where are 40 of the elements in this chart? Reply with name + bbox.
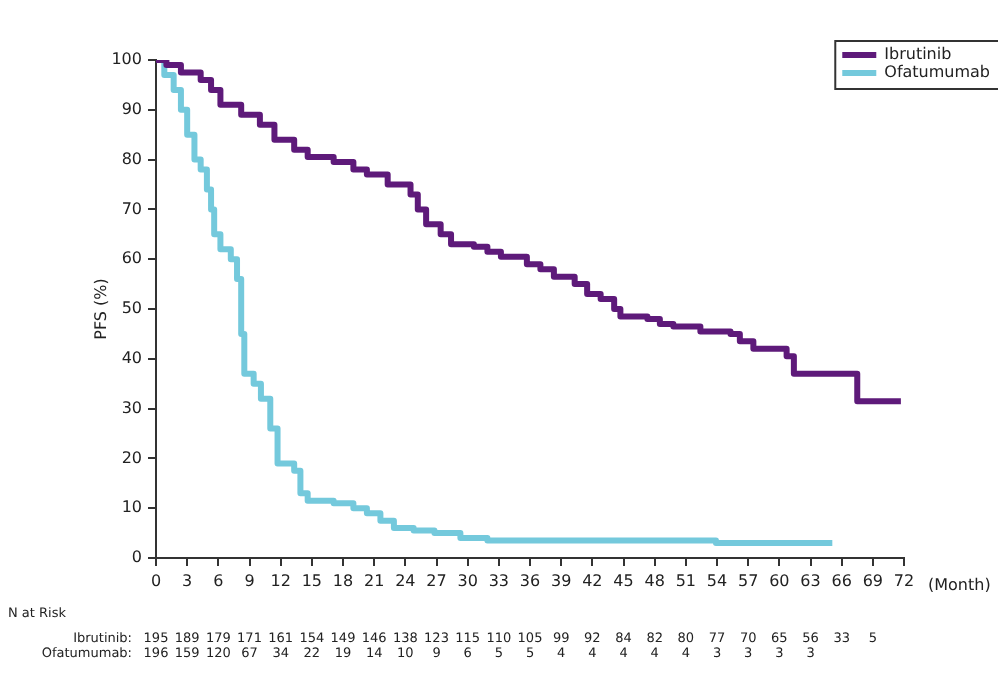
y-axis-title: PFS (%) bbox=[92, 278, 111, 340]
x-tick-label: 54 bbox=[706, 571, 728, 590]
x-tick-label: 24 bbox=[395, 571, 416, 590]
y-tick-label: 30 bbox=[121, 398, 142, 417]
x-tick-label: 66 bbox=[831, 571, 852, 590]
x-tick-label: 42 bbox=[582, 571, 603, 590]
x-tick-label: 9 bbox=[244, 571, 255, 590]
x-tick-label: 33 bbox=[488, 571, 510, 590]
legend-label: Ofatumumab bbox=[884, 63, 990, 82]
x-tick-label: 15 bbox=[301, 571, 323, 590]
y-tick-label: 70 bbox=[121, 199, 142, 218]
y-tick-label: 50 bbox=[121, 299, 142, 318]
x-tick-label: 21 bbox=[363, 571, 385, 590]
x-tick-label: 0 bbox=[150, 571, 162, 590]
x-tick-label: 57 bbox=[737, 571, 759, 590]
y-tick-label: 100 bbox=[111, 50, 142, 69]
x-tick-label: 39 bbox=[550, 571, 572, 590]
legend-label: Ibrutinib bbox=[884, 45, 952, 64]
x-tick-label: 45 bbox=[613, 571, 634, 590]
x-tick-label: 6 bbox=[213, 571, 224, 590]
x-tick-label: 60 bbox=[769, 571, 790, 590]
x-tick-label: 72 bbox=[893, 571, 915, 590]
x-tick-label: 48 bbox=[644, 571, 665, 590]
x-tick-label: 51 bbox=[675, 571, 697, 590]
y-tick-label: 60 bbox=[121, 249, 142, 268]
x-tick-label: 3 bbox=[182, 571, 193, 590]
x-axis-title: (Month) bbox=[928, 576, 991, 595]
y-tick-label: 90 bbox=[121, 99, 142, 118]
x-tick-label: 30 bbox=[457, 571, 478, 590]
y-tick-label: 0 bbox=[131, 548, 142, 567]
y-tick-label: 40 bbox=[121, 348, 142, 367]
y-tick-label: 10 bbox=[121, 498, 142, 517]
x-tick-label: 18 bbox=[332, 571, 354, 590]
x-tick-label: 63 bbox=[800, 571, 821, 590]
y-tick-label: 80 bbox=[121, 149, 142, 168]
y-tick-label: 20 bbox=[121, 448, 142, 467]
x-tick-label: 27 bbox=[426, 571, 447, 590]
x-tick-label: 12 bbox=[270, 571, 291, 590]
x-tick-label: 36 bbox=[519, 571, 541, 590]
x-tick-label: 69 bbox=[862, 571, 884, 590]
